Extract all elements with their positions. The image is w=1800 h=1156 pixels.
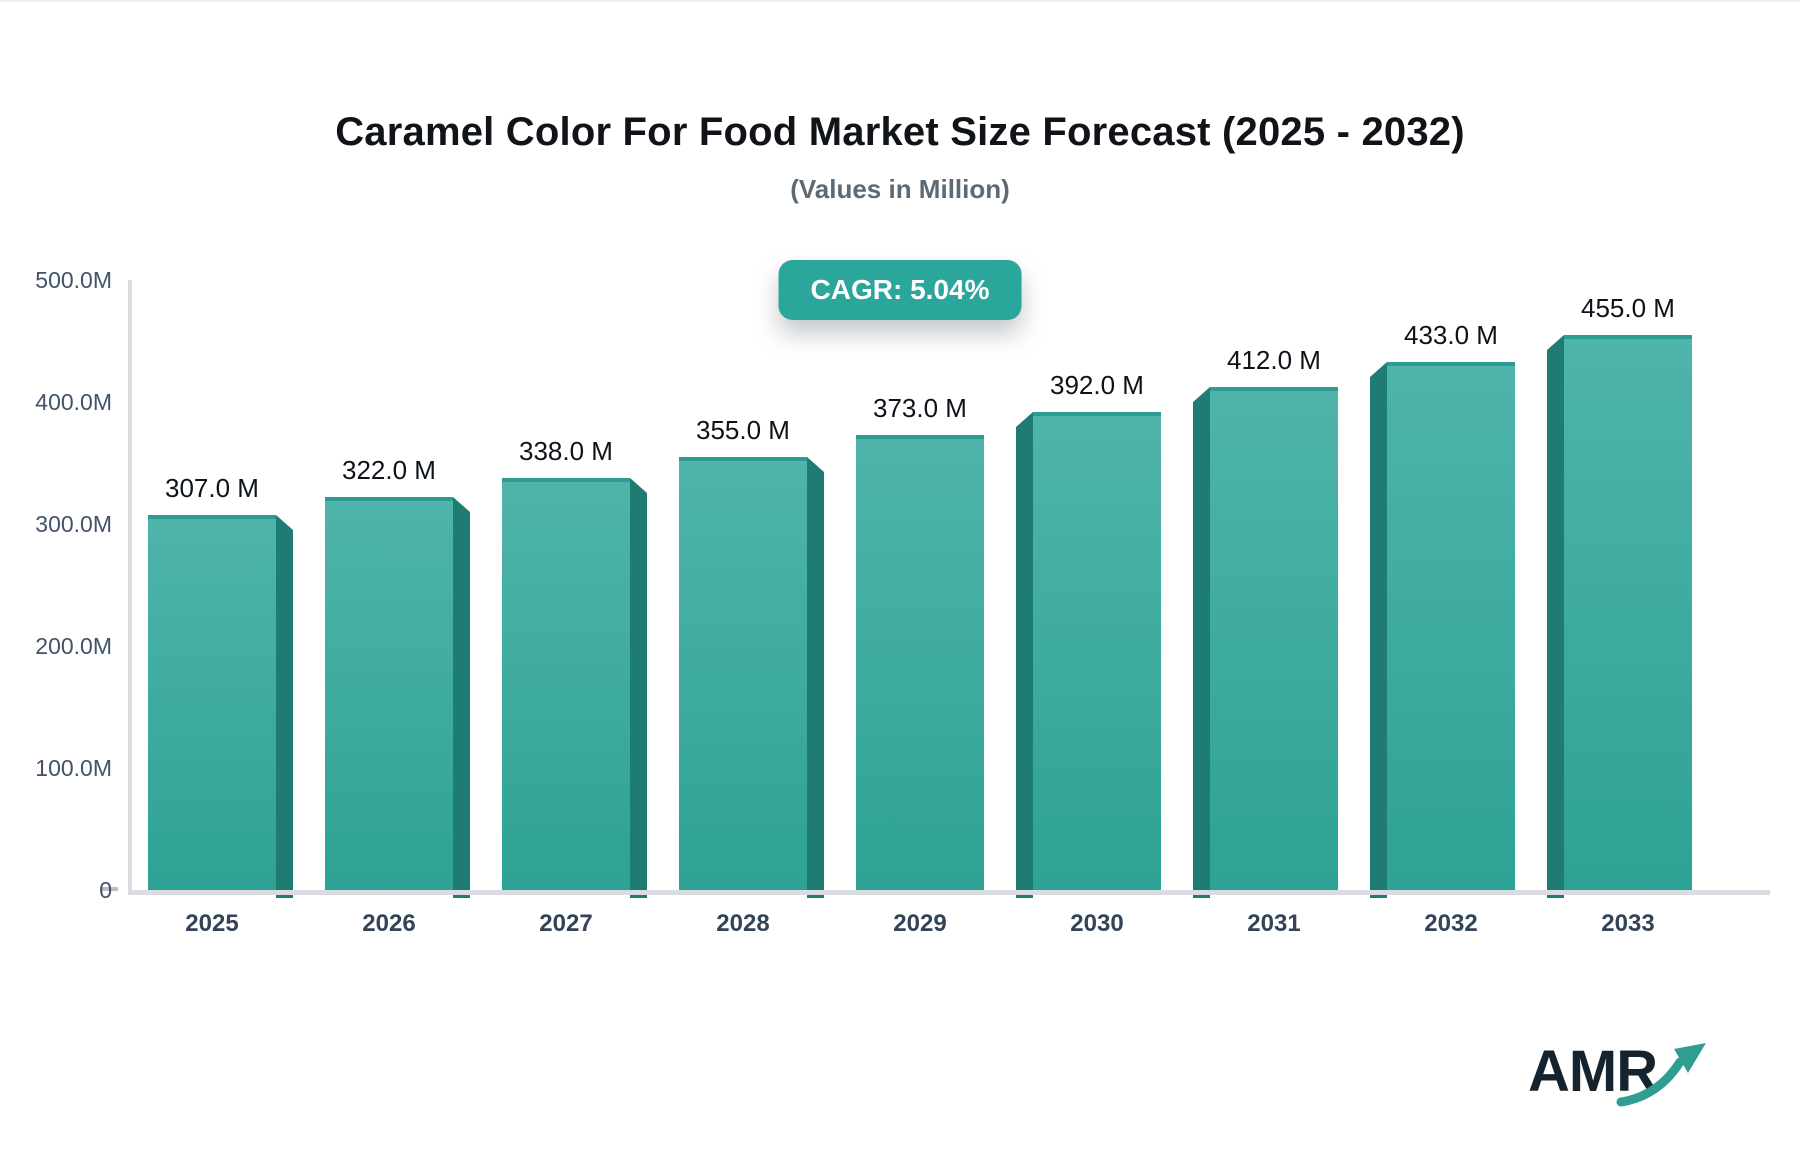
x-axis-label-2033: 2033 [1601,910,1655,937]
bar-2028[interactable] [679,456,807,891]
bar-2029[interactable] [856,434,984,891]
bar-side-face-2030 [1016,426,1033,898]
bar-side-face-2031 [1193,402,1210,898]
x-axis-baseline [128,890,1770,895]
bar-top-chamfer-2027 [630,477,647,493]
amr-logo-text: AMR [1528,1039,1658,1104]
bar-value-label-2032: 433.0 M [1404,319,1498,350]
bar-value-label-2028: 355.0 M [696,414,790,445]
x-axis-label-2025: 2025 [185,910,239,937]
bar-value-label-2029: 373.0 M [873,392,967,423]
bar-value-label-2033: 455.0 M [1581,292,1675,323]
bar-side-face-2032 [1370,376,1387,898]
bar-top-chamfer-2031 [1193,387,1210,403]
x-axis-label-2028: 2028 [716,910,770,937]
y-axis-line [128,280,132,890]
x-axis-label-2031: 2031 [1247,910,1301,937]
bar-top-chamfer-2033 [1547,334,1564,350]
bar-top-chamfer-2026 [453,497,470,513]
bar-2025[interactable] [148,515,276,891]
bar-side-face-2028 [807,471,824,898]
bar-side-face-2026 [453,512,470,898]
bar-2030[interactable] [1033,411,1161,891]
chart-subtitle: (Values in Million) [790,174,1010,204]
x-axis-label-2029: 2029 [893,910,947,937]
bar-side-face-2027 [630,492,647,898]
y-axis-tick-label: 200.0M [35,633,112,659]
bar-value-label-2025: 307.0 M [165,473,259,504]
x-axis-label-2030: 2030 [1070,910,1124,937]
bar-value-label-2030: 392.0 M [1050,369,1144,400]
x-axis-label-2032: 2032 [1424,910,1478,937]
bar-2031[interactable] [1210,387,1338,891]
bar-value-label-2027: 338.0 M [519,435,613,466]
y-axis-zero-tick [100,887,118,891]
chart-title: Caramel Color For Food Market Size Forec… [335,110,1465,154]
x-axis-label-2026: 2026 [362,910,416,937]
y-axis-tick-label: 400.0M [35,389,112,415]
bar-2026[interactable] [325,497,453,891]
y-axis-tick-label: 300.0M [35,511,112,537]
bar-2033[interactable] [1564,334,1692,891]
bar-2032[interactable] [1387,361,1515,891]
y-axis-tick-label: 500.0M [35,267,112,293]
bar-2027[interactable] [502,477,630,891]
bar-value-label-2026: 322.0 M [342,455,436,486]
bar-top-chamfer-2030 [1016,411,1033,427]
amr-logo: AMR [1528,1038,1738,1128]
bar-side-face-2033 [1547,349,1564,898]
y-axis-tick-label: 100.0M [35,755,112,781]
cagr-badge: CAGR: 5.04% [778,260,1022,320]
bar-top-chamfer-2028 [807,456,824,472]
bar-side-face-2025 [276,530,293,898]
y-axis-tick-label: 0 [99,877,112,903]
growth-arrow-icon [1616,1043,1706,1107]
bar-top-chamfer-2025 [276,515,293,531]
bar-value-label-2031: 412.0 M [1227,345,1321,376]
x-axis-label-2027: 2027 [539,910,593,937]
bar-top-chamfer-2032 [1370,361,1387,377]
